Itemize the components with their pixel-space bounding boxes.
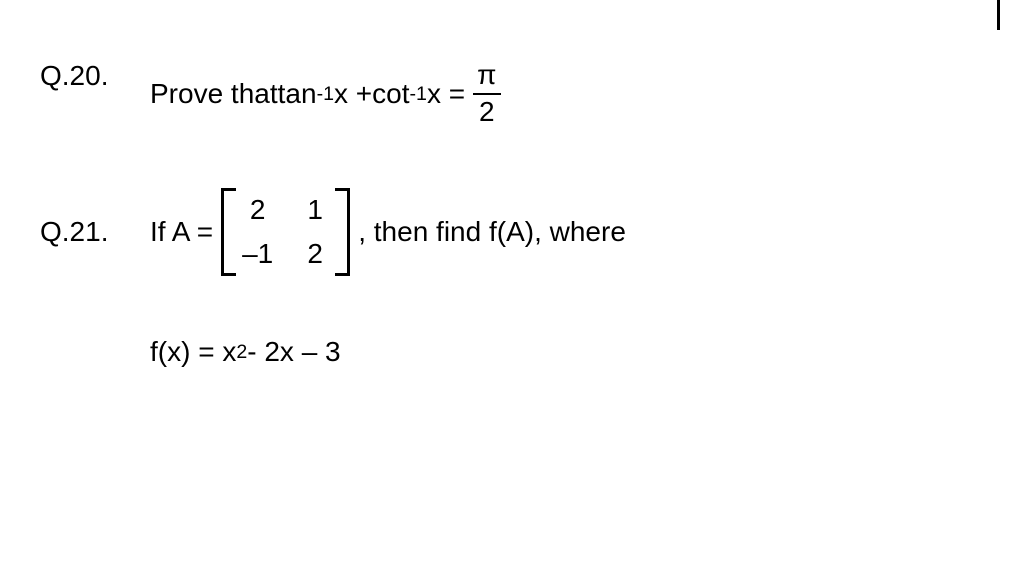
question-body-21: If A = 2 1 –1 2 , then find f(A), where	[150, 188, 984, 276]
fraction-denominator: 2	[473, 93, 501, 128]
equation-20: Prove that tan-1 x + cot-1 x = π 2	[150, 60, 984, 128]
matrix-A: 2 1 –1 2	[221, 188, 350, 276]
text-lead-21: If A =	[150, 216, 213, 248]
text-tail-21: , then find f(A), where	[358, 216, 626, 248]
question-number-21: Q.21.	[40, 216, 150, 248]
question-number-20: Q.20.	[40, 60, 150, 92]
equation-21-line2: f(x) = x2 - 2x – 3	[150, 336, 984, 368]
fx-lhs: f(x) = x	[150, 336, 236, 368]
matrix-cell-1-1: 2	[301, 238, 329, 270]
matrix-cell-0-1: 1	[301, 194, 329, 226]
tan-base: tan	[278, 78, 317, 110]
fraction-numerator: π	[471, 60, 502, 93]
matrix-cells: 2 1 –1 2	[236, 188, 335, 276]
x-plus: x +	[334, 78, 372, 110]
fraction-pi-over-2: π 2	[471, 60, 502, 128]
question-20: Q.20. Prove that tan-1 x + cot-1 x = π 2	[40, 60, 984, 128]
page: Q.20. Prove that tan-1 x + cot-1 x = π 2…	[0, 0, 1024, 588]
bracket-left-icon	[221, 188, 236, 276]
question-body-20: Prove that tan-1 x + cot-1 x = π 2	[150, 60, 984, 128]
equation-21-line1: If A = 2 1 –1 2 , then find f(A), where	[150, 188, 984, 276]
bracket-right-icon	[335, 188, 350, 276]
fx-rest: - 2x – 3	[247, 336, 340, 368]
cot-base: cot	[372, 78, 409, 110]
matrix-cell-1-0: –1	[242, 238, 273, 270]
scrollbar-track-fragment	[997, 0, 1000, 30]
text-lead-20: Prove that	[150, 78, 278, 110]
x-eq: x =	[427, 78, 465, 110]
matrix-cell-0-0: 2	[242, 194, 273, 226]
question-21: Q.21. If A = 2 1 –1 2 , then find f(A), …	[40, 188, 984, 276]
